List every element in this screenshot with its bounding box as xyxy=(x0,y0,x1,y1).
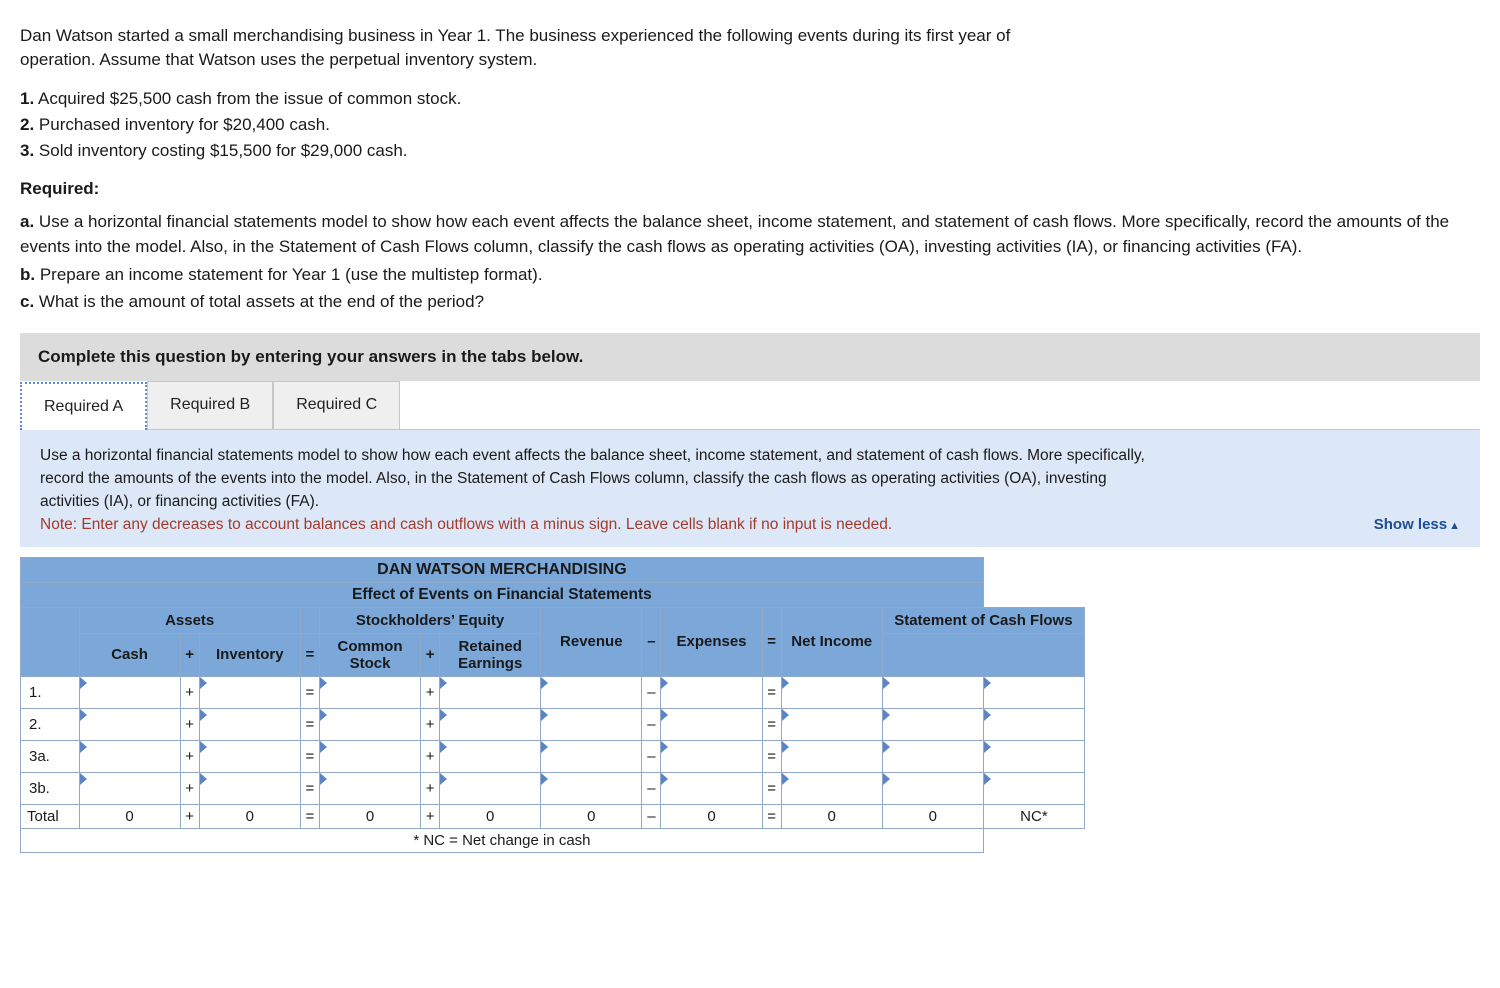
cashflow-input-3ab[interactable] xyxy=(983,740,1084,772)
expenses-input-2[interactable] xyxy=(661,708,762,740)
total-expenses: 0 xyxy=(661,804,762,828)
total-inventory: 0 xyxy=(199,804,300,828)
assets-header: Assets xyxy=(79,607,300,633)
revenue-input-1[interactable] xyxy=(541,676,642,708)
show-less-toggle[interactable]: Show less ▲ xyxy=(1374,514,1460,537)
event-number: 3b. xyxy=(21,772,80,804)
total-cash: 0 xyxy=(79,804,180,828)
tab-required-b[interactable]: Required B xyxy=(147,381,273,429)
cashflows-header: Statement of Cash Flows xyxy=(882,607,1084,633)
commonstock-header: Common Stock xyxy=(319,633,420,676)
note-text: Note: Enter any decreases to account bal… xyxy=(40,513,1460,536)
netincome-input-2[interactable] xyxy=(781,708,882,740)
retainedearnings-input-2[interactable] xyxy=(440,708,541,740)
retainedearnings-input-1[interactable] xyxy=(440,676,541,708)
required-heading: Required: xyxy=(20,179,1480,199)
total-commonstock: 0 xyxy=(319,804,420,828)
instructions-banner: Complete this question by entering your … xyxy=(20,333,1480,381)
required-items-list: a. Use a horizontal financial statements… xyxy=(20,209,1480,315)
event-number: 1. xyxy=(21,676,80,708)
cashflow-input-3ba[interactable] xyxy=(882,772,983,804)
cash-input-1[interactable] xyxy=(79,676,180,708)
inventory-input-2[interactable] xyxy=(199,708,300,740)
total-cashflow-nc: NC* xyxy=(983,804,1084,828)
expenses-header: Expenses xyxy=(661,607,762,676)
total-label: Total xyxy=(21,804,80,828)
cashflow-input-3bb[interactable] xyxy=(983,772,1084,804)
inventory-input-3a[interactable] xyxy=(199,740,300,772)
tab-required-c[interactable]: Required C xyxy=(273,381,400,429)
intro-paragraph: Dan Watson started a small merchandising… xyxy=(20,24,1480,72)
equity-header: Stockholders’ Equity xyxy=(319,607,540,633)
inventory-input-1[interactable] xyxy=(199,676,300,708)
plus-symbol-2: + xyxy=(421,633,440,676)
commonstock-input-2[interactable] xyxy=(319,708,420,740)
commonstock-input-3a[interactable] xyxy=(319,740,420,772)
cash-input-3a[interactable] xyxy=(79,740,180,772)
table-footnote: * NC = Net change in cash xyxy=(21,828,984,852)
inventory-input-3b[interactable] xyxy=(199,772,300,804)
retainedearnings-header: Retained Earnings xyxy=(440,633,541,676)
events-list: 1. Acquired $25,500 cash from the issue … xyxy=(20,86,1480,165)
revenue-input-3b[interactable] xyxy=(541,772,642,804)
event-number: 2. xyxy=(21,708,80,740)
table-title: DAN WATSON MERCHANDISING xyxy=(21,557,984,582)
equals-symbol-netincome: = xyxy=(762,607,781,676)
total-netincome: 0 xyxy=(781,804,882,828)
cashflow-input-1b[interactable] xyxy=(983,676,1084,708)
cashflow-input-2b[interactable] xyxy=(983,708,1084,740)
table-row: 3a. + = + – = xyxy=(21,740,1085,772)
table-subtitle: Effect of Events on Financial Statements xyxy=(21,582,984,607)
tab-required-a[interactable]: Required A xyxy=(20,382,147,430)
table-row: 2. + = + – = xyxy=(21,708,1085,740)
netincome-input-3a[interactable] xyxy=(781,740,882,772)
commonstock-input-3b[interactable] xyxy=(319,772,420,804)
instructions-panel: Use a horizontal financial statements mo… xyxy=(20,430,1480,547)
cashflow-input-1a[interactable] xyxy=(882,676,983,708)
cashflow-input-3aa[interactable] xyxy=(882,740,983,772)
expenses-input-3a[interactable] xyxy=(661,740,762,772)
total-row: Total 0 + 0 = 0 + 0 0 – 0 = 0 0 NC* xyxy=(21,804,1085,828)
tab-bar: Required A Required B Required C xyxy=(20,381,1480,430)
financial-statements-table-container: DAN WATSON MERCHANDISING Effect of Event… xyxy=(20,557,1480,853)
table-row: 3b. + = + – = xyxy=(21,772,1085,804)
netincome-input-1[interactable] xyxy=(781,676,882,708)
total-revenue: 0 xyxy=(541,804,642,828)
cash-header: Cash xyxy=(79,633,180,676)
cashflow-input-2a[interactable] xyxy=(882,708,983,740)
commonstock-input-1[interactable] xyxy=(319,676,420,708)
plus-symbol-1: + xyxy=(180,633,199,676)
netincome-input-3b[interactable] xyxy=(781,772,882,804)
financial-statements-table: DAN WATSON MERCHANDISING Effect of Event… xyxy=(20,557,1085,853)
netincome-header: Net Income xyxy=(781,607,882,676)
revenue-header: Revenue xyxy=(541,607,642,676)
expenses-input-1[interactable] xyxy=(661,676,762,708)
total-cashflow-a: 0 xyxy=(882,804,983,828)
minus-symbol: – xyxy=(642,607,661,676)
total-retainedearnings: 0 xyxy=(440,804,541,828)
revenue-input-2[interactable] xyxy=(541,708,642,740)
retainedearnings-input-3b[interactable] xyxy=(440,772,541,804)
retainedearnings-input-3a[interactable] xyxy=(440,740,541,772)
cash-input-2[interactable] xyxy=(79,708,180,740)
inventory-header: Inventory xyxy=(199,633,300,676)
table-row: 1. + = + – = xyxy=(21,676,1085,708)
collapse-triangle-icon: ▲ xyxy=(1449,520,1460,532)
expenses-input-3b[interactable] xyxy=(661,772,762,804)
cash-input-3b[interactable] xyxy=(79,772,180,804)
equals-symbol-assets: = xyxy=(300,633,319,676)
revenue-input-3a[interactable] xyxy=(541,740,642,772)
event-number: 3a. xyxy=(21,740,80,772)
